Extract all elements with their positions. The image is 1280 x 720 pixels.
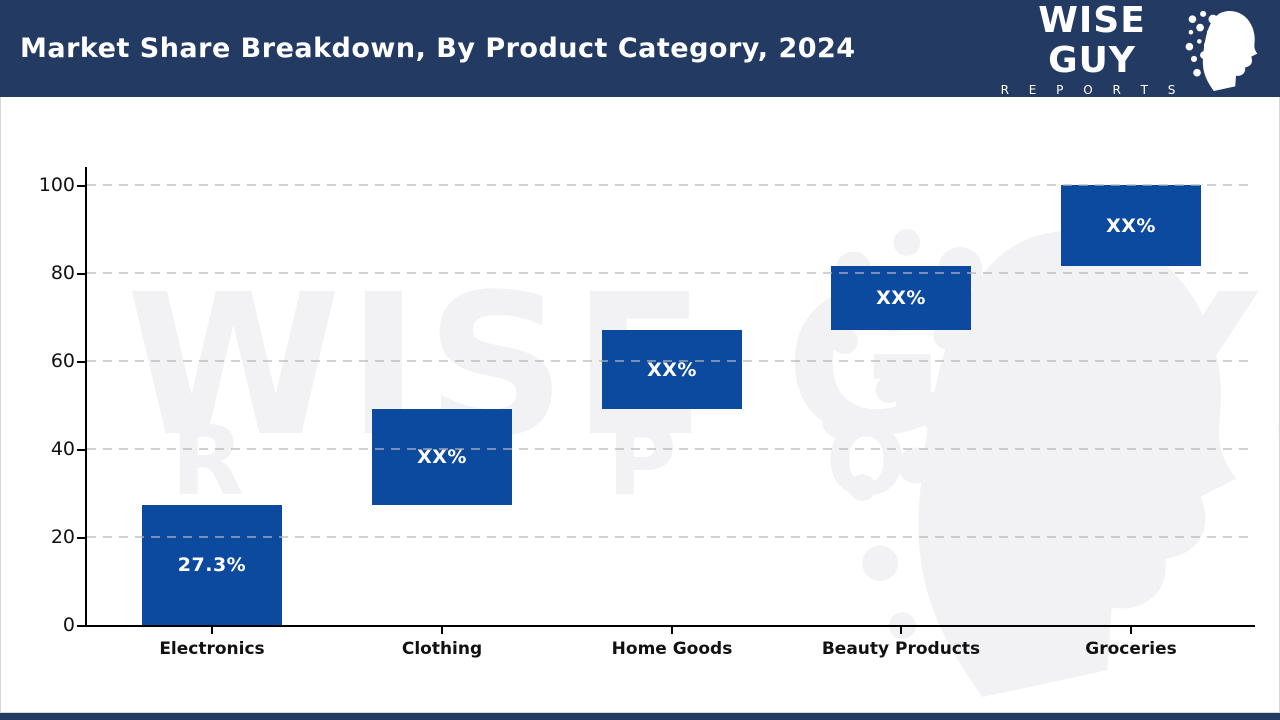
y-tick-label: 100 [38, 174, 75, 196]
gridline [87, 360, 1255, 362]
wiseguy-logo-text: WISE GUY R E P O R T S [998, 0, 1186, 98]
bar-value-label: XX% [417, 446, 467, 469]
y-tick-mark [77, 273, 85, 275]
gridline [87, 272, 1255, 274]
x-category-label: Groceries [1085, 639, 1177, 659]
y-tick-label: 20 [50, 526, 75, 548]
gridline [87, 448, 1255, 450]
y-tick-mark [77, 537, 85, 539]
header: Market Share Breakdown, By Product Categ… [0, 0, 1280, 97]
footer-bar [0, 713, 1280, 720]
x-tick-mark [211, 627, 213, 634]
x-tick-mark [441, 627, 443, 634]
y-tick-mark [77, 449, 85, 451]
logo-wordmark: WISE GUY [1038, 0, 1146, 81]
y-tick-mark [77, 185, 85, 187]
gridline [87, 184, 1255, 186]
x-tick-mark [1130, 627, 1132, 634]
page-title: Market Share Breakdown, By Product Categ… [20, 33, 856, 64]
footer-divider [0, 712, 1280, 713]
chart-canvas: WISE GUY R E P O R T S 02040608010027.3%… [0, 97, 1280, 712]
x-category-label: Beauty Products [821, 639, 981, 659]
x-category-label: Home Goods [611, 639, 733, 659]
bar-clothing: XX% [372, 409, 512, 505]
wiseguy-logo: WISE GUY R E P O R T S [998, 1, 1266, 97]
bar-home-goods: XX% [602, 330, 742, 410]
x-tick-mark [671, 627, 673, 634]
bar-groceries: XX% [1061, 185, 1201, 267]
bar-electronics: 27.3% [142, 504, 282, 625]
wiseguy-face-icon [1185, 10, 1258, 91]
y-tick-label: 60 [50, 350, 75, 372]
y-tick-label: 80 [50, 262, 75, 284]
x-tick-mark [900, 627, 902, 634]
y-tick-label: 40 [50, 438, 75, 460]
y-tick-mark [77, 361, 85, 363]
logo-subtitle: R E P O R T S [1000, 83, 1184, 97]
y-tick-label: 0 [62, 614, 75, 636]
bar-value-label: XX% [876, 287, 926, 310]
y-tick-mark [77, 625, 85, 627]
bar-value-label: XX% [1106, 214, 1156, 237]
bar-value-label: XX% [647, 358, 697, 381]
y-axis-line [85, 167, 87, 627]
x-category-label: Clothing [401, 639, 483, 659]
gridline [87, 536, 1255, 538]
bar-beauty-products: XX% [831, 266, 971, 331]
bar-value-label: 27.3% [177, 553, 247, 576]
x-category-label: Electronics [159, 639, 265, 659]
x-axis-line [85, 625, 1255, 627]
